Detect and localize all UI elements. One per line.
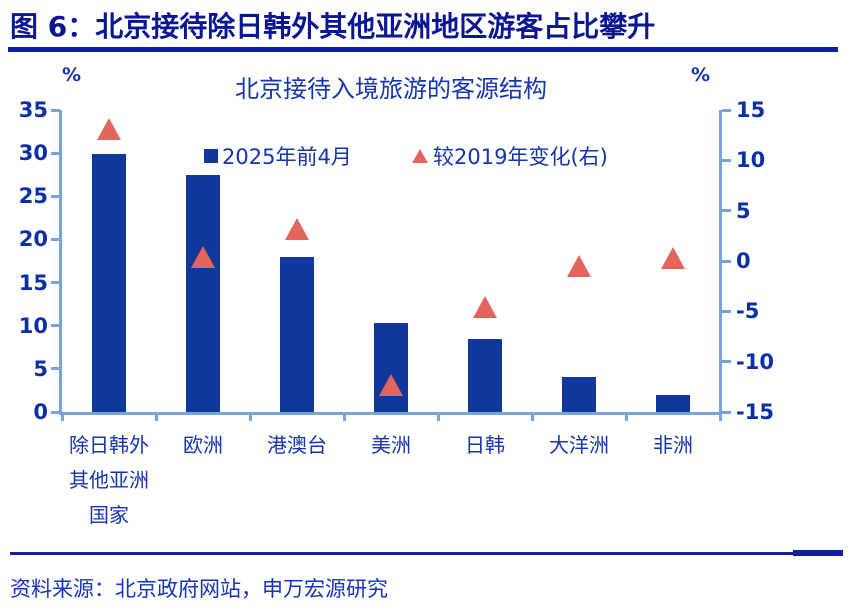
left-axis-tick	[51, 237, 60, 241]
category-label-line: 欧洲	[183, 433, 223, 457]
bar	[562, 377, 596, 412]
x-axis-line	[59, 412, 722, 415]
x-axis-tick	[154, 412, 158, 421]
bar	[374, 323, 408, 412]
category-label-line: 除日韩外	[69, 433, 149, 457]
category-label-line: 港澳台	[267, 433, 327, 457]
left-axis-tick	[51, 324, 60, 328]
category-label-line: 非洲	[653, 433, 693, 457]
title-underline	[8, 47, 838, 52]
bar	[186, 174, 220, 412]
left-axis-tick	[51, 410, 60, 414]
x-axis-tick	[624, 412, 628, 421]
right-axis-tick	[722, 108, 731, 112]
figure-title: 图 6：北京接待除日韩外其他亚洲地区游客占比攀升	[10, 10, 656, 43]
x-axis-tick	[248, 412, 252, 421]
right-axis-tick	[722, 309, 731, 313]
left-axis-tick	[51, 281, 60, 285]
category-label: 港澳台	[250, 428, 344, 463]
category-label-line: 大洋洲	[549, 433, 609, 457]
bar	[92, 154, 126, 412]
bar	[656, 394, 690, 412]
left-axis-tick-label: 35	[18, 98, 48, 122]
left-axis-tick-label: 10	[18, 313, 48, 338]
change-triangle-marker	[661, 246, 685, 269]
category-label: 非洲	[626, 428, 720, 463]
left-axis-tick-label: 20	[18, 227, 48, 252]
change-triangle-marker	[473, 296, 497, 319]
source-note: 资料来源：北京政府网站，申万宏源研究	[10, 577, 388, 601]
category-label-line: 国家	[89, 503, 129, 527]
triangle-series-label: 较2019年变化(右)	[433, 145, 608, 169]
right-axis-tick-label: -5	[736, 299, 760, 324]
category-label-line: 日韩	[465, 433, 505, 457]
right-axis-tick	[722, 158, 731, 162]
bar-series-swatch	[204, 149, 218, 163]
right-axis-tick	[722, 410, 731, 414]
legend-item-change: 较2019年变化(右)	[412, 141, 608, 171]
legend-item-bars: 2025年前4月	[204, 141, 352, 171]
category-label: 大洋洲	[532, 428, 626, 463]
category-label: 美洲	[344, 428, 438, 463]
left-axis-tick-label: 0	[33, 400, 48, 424]
triangle-series-swatch	[412, 149, 428, 163]
change-triangle-marker	[97, 118, 121, 141]
x-axis-tick	[530, 412, 534, 421]
x-axis-tick	[718, 412, 722, 421]
right-axis-tick-label: 0	[736, 249, 751, 273]
x-axis-tick	[436, 412, 440, 421]
category-label-line: 其他亚洲	[69, 468, 149, 492]
x-axis-tick	[342, 412, 346, 421]
right-axis-tick	[722, 209, 731, 213]
left-axis-tick	[51, 367, 60, 371]
right-axis-tick-label: 5	[736, 198, 751, 223]
category-label-line: 美洲	[371, 433, 411, 457]
left-axis-line	[59, 110, 62, 415]
right-axis-tick-label: -15	[736, 400, 774, 424]
x-axis-tick	[60, 412, 64, 421]
category-label: 欧洲	[156, 428, 250, 463]
left-axis-tick	[51, 108, 60, 112]
footer-rule	[10, 552, 795, 555]
right-axis-tick-label: 10	[736, 148, 766, 173]
change-triangle-marker	[379, 373, 403, 396]
left-axis-tick-label: 25	[18, 184, 48, 209]
bar-series-label: 2025年前4月	[222, 145, 352, 169]
right-axis-unit-label: %	[691, 64, 711, 86]
left-axis-tick-label: 15	[18, 270, 48, 295]
left-axis-tick	[51, 151, 60, 155]
change-triangle-marker	[191, 245, 215, 268]
chart-title: 北京接待入境旅游的客源结构	[235, 75, 547, 103]
left-axis-tick	[51, 194, 60, 198]
right-axis-line	[719, 110, 722, 415]
bar	[280, 256, 314, 412]
footer-rule-end	[793, 550, 843, 556]
category-label: 除日韩外其他亚洲国家	[62, 428, 156, 533]
right-axis-tick-label: -10	[736, 349, 774, 374]
change-triangle-marker	[567, 255, 591, 278]
category-label: 日韩	[438, 428, 532, 463]
right-axis-tick-label: 15	[736, 98, 766, 122]
left-axis-tick-label: 30	[18, 141, 48, 166]
left-axis-unit-label: %	[62, 64, 82, 86]
right-axis-tick	[722, 259, 731, 263]
change-triangle-marker	[285, 217, 309, 240]
bar	[468, 338, 502, 412]
left-axis-tick-label: 5	[33, 356, 48, 381]
right-axis-tick	[722, 360, 731, 364]
